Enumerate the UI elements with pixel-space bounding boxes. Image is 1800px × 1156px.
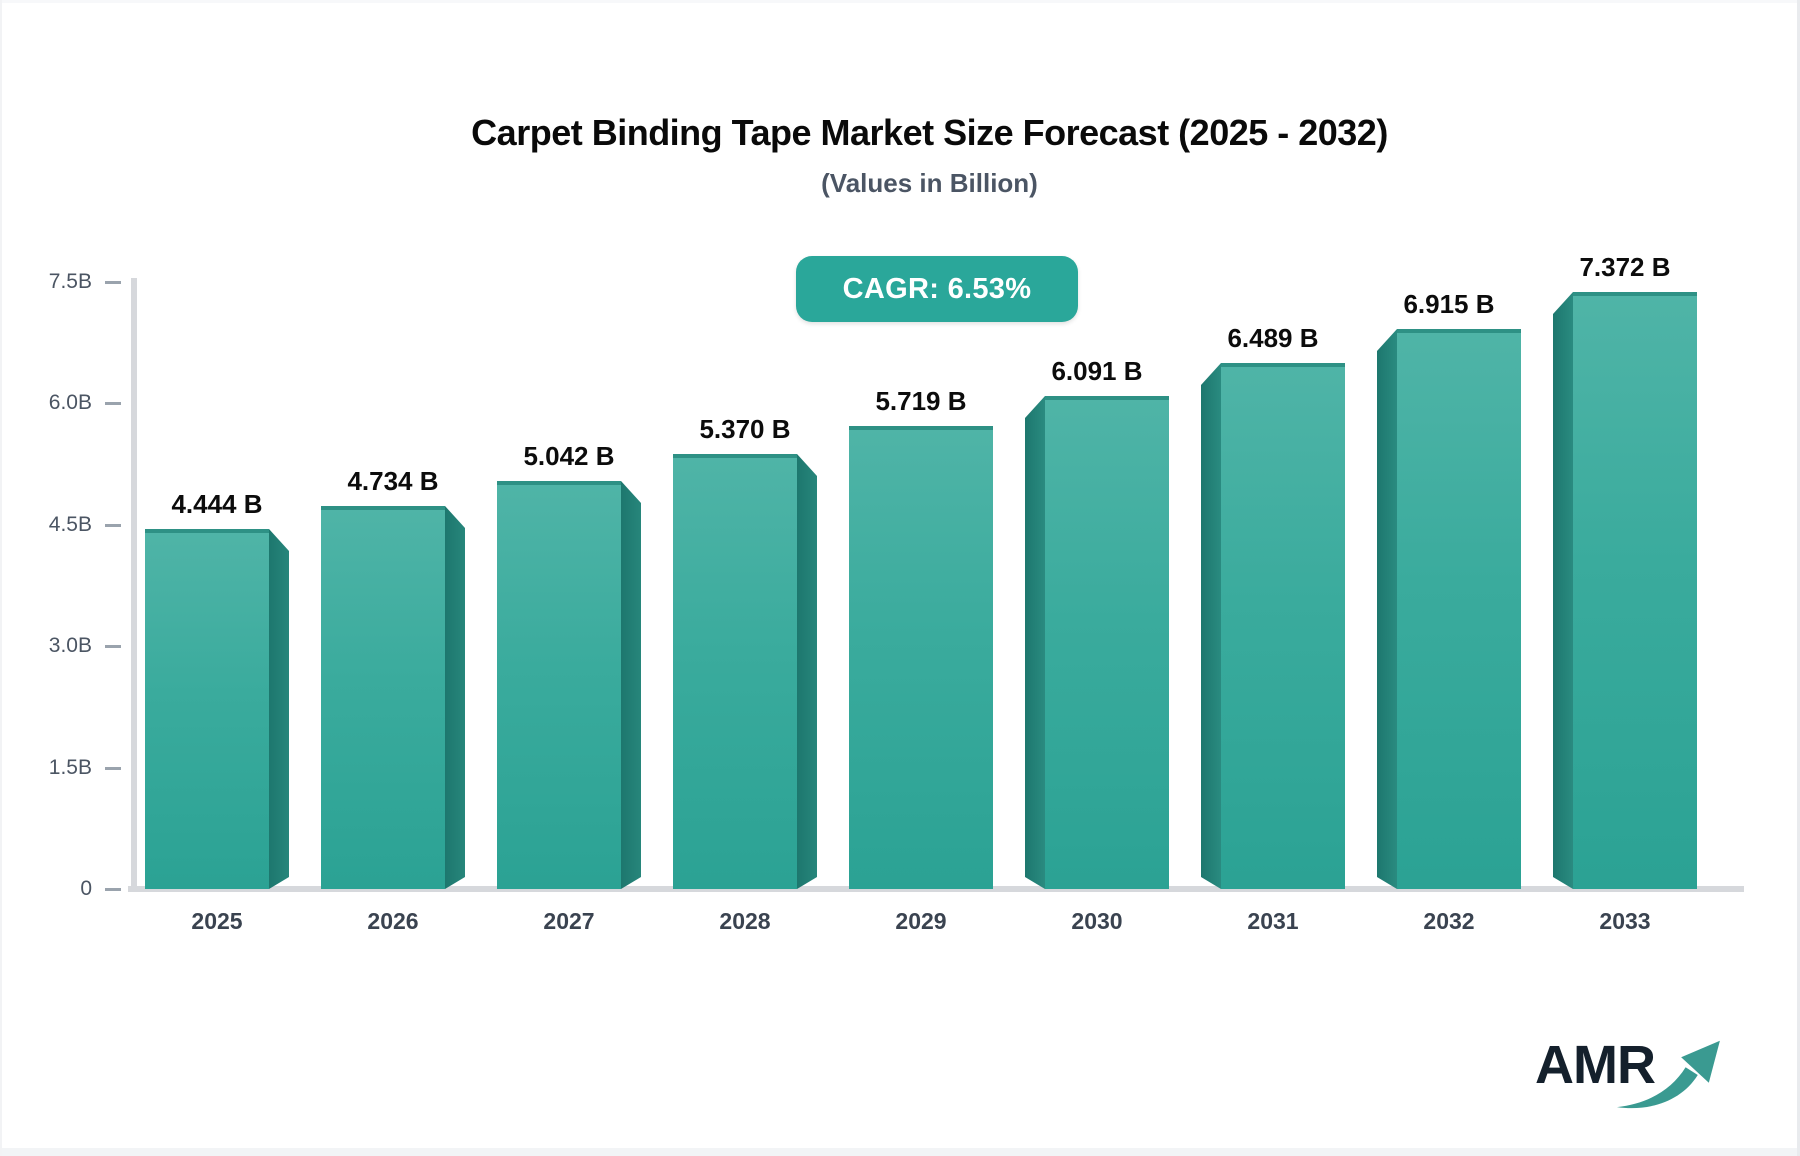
bar-2029	[849, 426, 993, 889]
growth-arrow-icon	[1617, 1040, 1720, 1109]
y-axis-tick	[105, 280, 121, 284]
bar-value-label: 5.370 B	[699, 414, 791, 444]
bar-2033	[1553, 292, 1697, 889]
bar-2031	[1201, 363, 1345, 889]
bar-value-label: 5.719 B	[875, 386, 967, 416]
y-axis-tick	[105, 523, 121, 527]
y-axis-tick	[105, 888, 121, 891]
bar-value-label: 6.915 B	[1403, 289, 1495, 319]
bar-side-face	[1553, 292, 1573, 889]
bar-front-face	[673, 454, 797, 889]
y-axis-tick	[105, 766, 121, 770]
bar-side-face	[1377, 329, 1397, 889]
bar-side-face	[269, 529, 289, 889]
y-axis-tick-label: 3.0B	[48, 634, 92, 657]
bar-side-face	[445, 506, 465, 889]
y-axis-tick	[105, 645, 121, 648]
bar-front-face	[1045, 396, 1169, 889]
bar-value-label: 4.444 B	[171, 489, 263, 519]
bar-side-face	[1025, 396, 1045, 889]
x-axis-label: 2031	[1247, 908, 1299, 934]
y-axis-tick-label: 0	[80, 877, 92, 900]
y-axis-tick-label: 4.5B	[48, 512, 92, 536]
bar-value-label: 6.489 B	[1227, 323, 1319, 353]
x-axis-label: 2029	[895, 908, 947, 934]
arrow-head	[1681, 1040, 1720, 1083]
bar-value-label: 5.042 B	[523, 441, 615, 471]
bar-2025	[145, 529, 289, 889]
bar-value-label: 6.091 B	[1051, 356, 1143, 386]
x-axis-label: 2027	[543, 908, 595, 934]
bar-front-face	[145, 529, 269, 889]
bar-2030	[1025, 396, 1169, 889]
x-axis-label: 2030	[1071, 908, 1123, 934]
bottom-border-strip	[2, 1148, 1797, 1156]
x-axis-label: 2028	[719, 908, 771, 934]
bar-value-label: 4.734 B	[347, 466, 439, 496]
bar-front-face	[1397, 329, 1521, 889]
bar-front-face	[497, 481, 621, 889]
y-axis-tick-label: 6.0B	[48, 391, 92, 414]
x-axis-label: 2026	[367, 908, 419, 934]
x-axis-line	[128, 886, 1744, 892]
bar-front-face	[1221, 363, 1345, 889]
amr-logo: AMR	[1535, 1034, 1725, 1114]
y-axis-tick-label: 1.5B	[48, 755, 92, 779]
bar-side-face	[621, 481, 641, 889]
bar-front-face	[1573, 292, 1697, 889]
cagr-badge-label: CAGR: 6.53%	[842, 272, 1032, 305]
bar-2027	[497, 481, 641, 889]
y-axis-line	[131, 278, 137, 892]
bar-2028	[673, 454, 817, 889]
bar-side-face	[1201, 363, 1221, 889]
bar-value-label: 7.372 B	[1579, 252, 1671, 282]
top-border-strip	[2, 0, 1797, 3]
x-axis-label: 2025	[191, 908, 243, 934]
chart-title: Carpet Binding Tape Market Size Forecast…	[471, 112, 1388, 153]
cagr-badge: CAGR: 6.53%	[796, 256, 1078, 322]
x-axis-label: 2033	[1599, 908, 1651, 934]
chart-subtitle: (Values in Billion)	[821, 168, 1038, 198]
amr-logo-text: AMR	[1535, 1035, 1656, 1095]
bar-front-face	[321, 506, 445, 889]
bar-front-face	[849, 426, 993, 889]
bar-side-face	[797, 454, 817, 889]
arrow-swoosh	[1617, 1067, 1698, 1109]
y-axis-tick-label: 7.5B	[48, 269, 92, 293]
y-axis-tick	[105, 402, 121, 405]
bar-2026	[321, 506, 465, 889]
bar-2032	[1377, 329, 1521, 889]
x-axis-label: 2032	[1423, 908, 1475, 934]
